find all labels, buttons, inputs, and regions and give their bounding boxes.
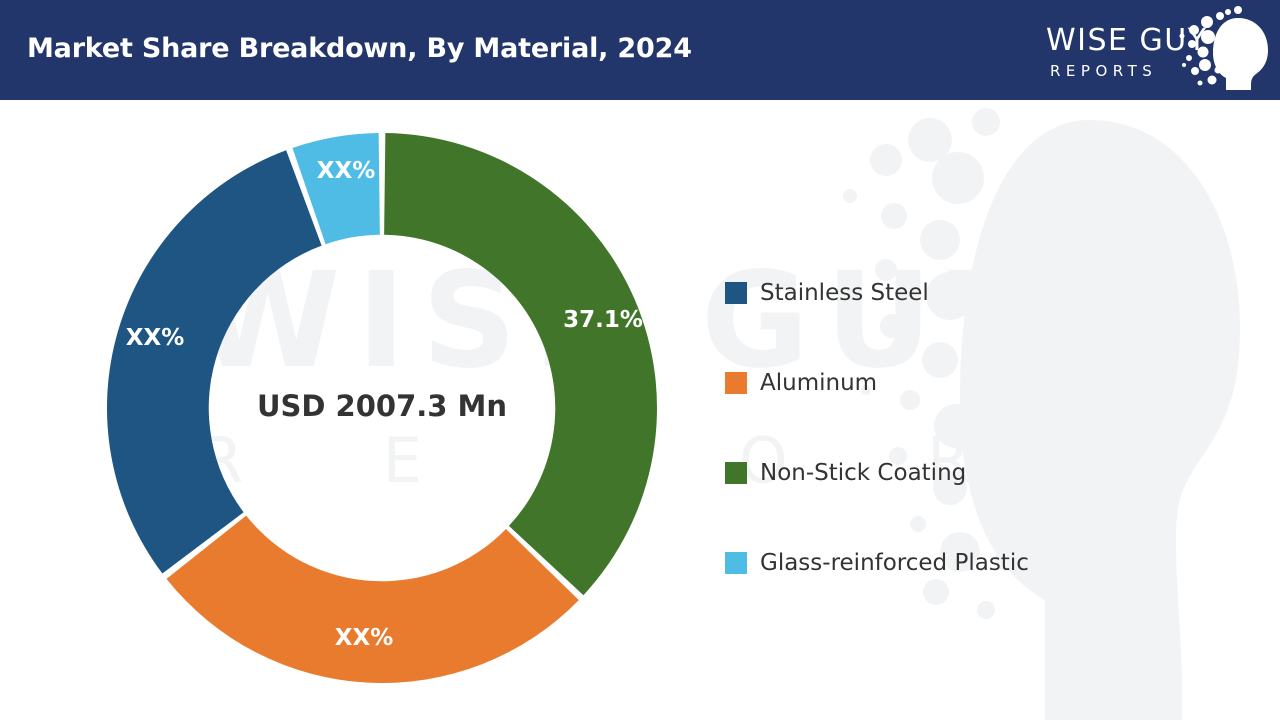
donut-slice[interactable]: [166, 515, 579, 683]
donut-slice[interactable]: [384, 133, 658, 596]
logo-head-icon: [1179, 6, 1268, 90]
wiseguy-logo: WISE GUY REPORTS: [1042, 6, 1272, 94]
donut-slice[interactable]: [292, 133, 380, 245]
slice-percent-label: 37.1%: [563, 307, 643, 333]
legend-item[interactable]: Non-Stick Coating: [725, 428, 1185, 518]
slice-percent-label: XX%: [126, 325, 185, 351]
logo-text-line1: WISE GUY: [1046, 23, 1208, 58]
slice-percent-label: XX%: [317, 158, 376, 184]
donut-slice[interactable]: [107, 150, 322, 574]
legend-color-swatch: [725, 282, 747, 304]
logo-text-line2: REPORTS: [1050, 62, 1157, 80]
donut-slices: [107, 133, 658, 683]
legend-item-label: Glass-reinforced Plastic: [760, 550, 1029, 576]
donut-center-value: USD 2007.3 Mn: [257, 389, 507, 423]
header-bar: Market Share Breakdown, By Material, 202…: [0, 0, 1280, 100]
chart-legend: Stainless Steel Aluminum Non-Stick Coating…: [725, 248, 1185, 608]
legend-item[interactable]: Aluminum: [725, 338, 1185, 428]
donut-slice-labels: 37.1% XX% XX% XX%: [126, 158, 643, 651]
legend-item[interactable]: Glass-reinforced Plastic: [725, 518, 1185, 608]
legend-color-swatch: [725, 462, 747, 484]
legend-color-swatch: [725, 372, 747, 394]
chart-body: WISE GUY R E P O R T S: [0, 100, 1280, 720]
legend-item[interactable]: Stainless Steel: [725, 248, 1185, 338]
legend-color-swatch: [725, 552, 747, 574]
slice-percent-label: XX%: [335, 625, 394, 651]
legend-item-label: Aluminum: [760, 370, 878, 396]
legend-item-label: Non-Stick Coating: [760, 460, 967, 486]
donut-chart: 37.1% XX% XX% XX% USD 2007.3 Mn: [0, 100, 760, 720]
legend-item-label: Stainless Steel: [760, 280, 929, 306]
page-title: Market Share Breakdown, By Material, 202…: [27, 33, 692, 64]
